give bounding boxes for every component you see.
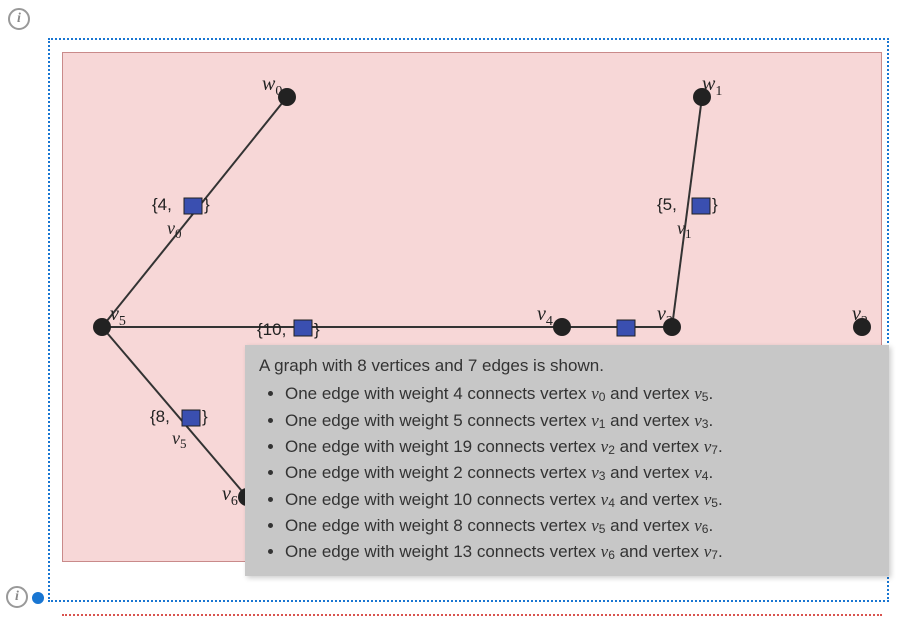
edge-label-close: } (204, 195, 210, 214)
tooltip-item: One edge with weight 10 connects vertex … (285, 487, 875, 513)
vertex (93, 318, 111, 336)
weight-input-box[interactable] (184, 198, 202, 214)
tooltip-item: One edge with weight 5 connects vertex v… (285, 408, 875, 434)
vertex-label: v5 (110, 303, 126, 329)
vertex-label: v3 (657, 303, 673, 329)
weight-input-box[interactable] (692, 198, 710, 214)
tooltip-item: One edge with weight 2 connects vertex v… (285, 460, 875, 486)
tooltip-item: One edge with weight 13 connects vertex … (285, 539, 875, 565)
tooltip-item: One edge with weight 8 connects vertex v… (285, 513, 875, 539)
edge-label-close: } (314, 320, 320, 339)
edge-weight-label: {5, (657, 195, 677, 214)
bottom-border (62, 614, 882, 620)
weight-input-box[interactable] (294, 320, 312, 336)
edge (102, 327, 247, 497)
tooltip-intro: A graph with 8 vertices and 7 edges is s… (259, 353, 875, 379)
vertex (553, 318, 571, 336)
vertex-label: w0 (262, 73, 282, 99)
edge-weight-label: {10, (257, 320, 286, 339)
edge-weight-label: {8, (150, 407, 170, 426)
weight-input-box[interactable] (182, 410, 200, 426)
vertex-label: v4 (537, 303, 553, 329)
info-icon[interactable]: i (6, 586, 28, 608)
vertex-label: v6 (222, 483, 238, 509)
graph-description-tooltip: A graph with 8 vertices and 7 edges is s… (245, 345, 889, 576)
edge-sublabel: v5 (172, 428, 187, 451)
edge-sublabel: v1 (677, 218, 692, 241)
info-icon[interactable]: i (8, 8, 30, 30)
weight-input-box[interactable] (617, 320, 635, 336)
edge-weight-label: {4, (152, 195, 172, 214)
marker-dot (30, 590, 46, 606)
tooltip-item: One edge with weight 4 connects vertex v… (285, 381, 875, 407)
tooltip-item: One edge with weight 19 connects vertex … (285, 434, 875, 460)
edge-label-close: } (712, 195, 718, 214)
edge-label-close: } (202, 407, 208, 426)
tooltip-list: One edge with weight 4 connects vertex v… (259, 381, 875, 565)
edge-sublabel: v0 (167, 218, 182, 241)
